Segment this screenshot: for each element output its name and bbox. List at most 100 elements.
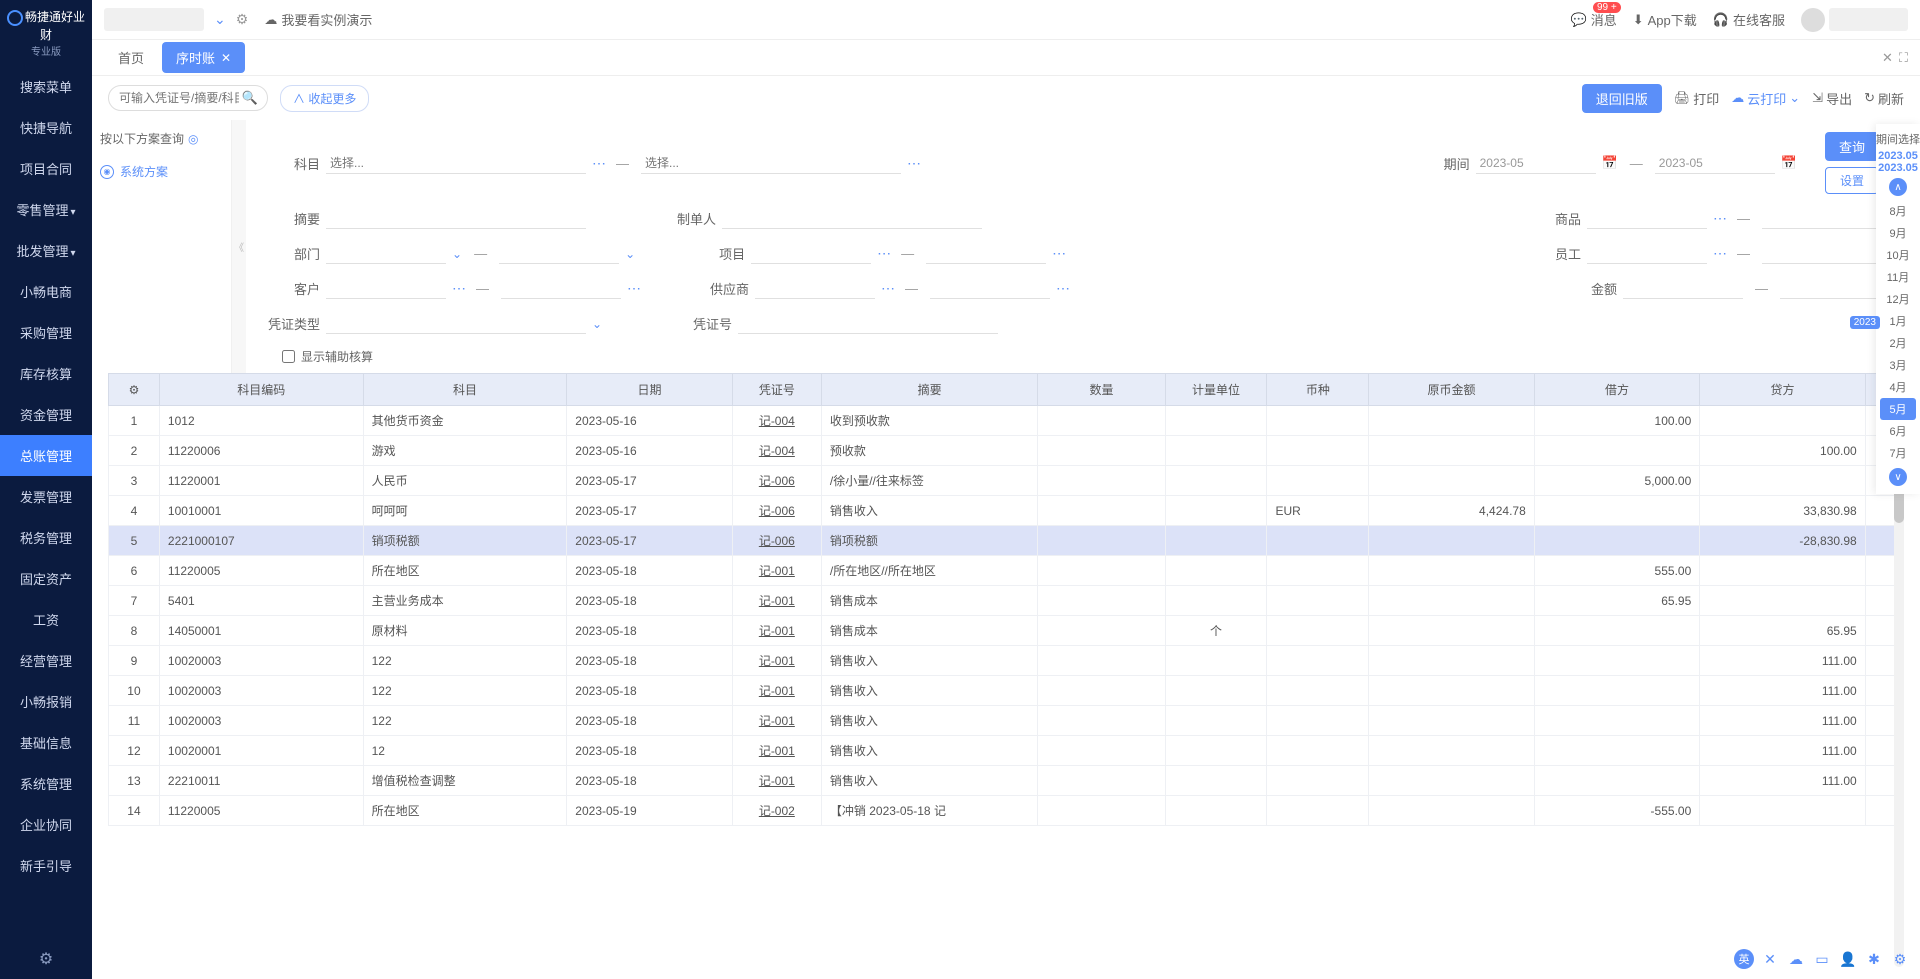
- target-icon[interactable]: ◎: [188, 132, 198, 146]
- sidebar-item[interactable]: 企业协同: [0, 804, 92, 845]
- sidebar-item[interactable]: 发票管理: [0, 476, 92, 517]
- topbar-gear-icon[interactable]: ⚙: [236, 11, 249, 28]
- fullscreen-icon[interactable]: ⛶: [1899, 50, 1908, 66]
- input-subject-from[interactable]: [326, 153, 586, 174]
- input-amount-from[interactable]: [1623, 278, 1743, 299]
- input-voucher-no[interactable]: [738, 313, 998, 334]
- float-icon-6[interactable]: ⚙: [1890, 949, 1910, 969]
- collapse-filters[interactable]: ∧ 收起更多: [280, 85, 369, 112]
- query-button[interactable]: 查询: [1825, 132, 1879, 161]
- back-old-button[interactable]: 退回旧版: [1582, 84, 1662, 113]
- period-month[interactable]: 5月: [1880, 398, 1916, 420]
- tab-home[interactable]: 首页: [104, 42, 158, 73]
- input-employee-to[interactable]: [1762, 243, 1882, 264]
- period-month[interactable]: 1月: [1876, 310, 1920, 332]
- chev-dept-from[interactable]: ⌄: [452, 247, 462, 261]
- picker-supplier-from[interactable]: ⋯: [881, 280, 893, 297]
- chev-voucher-type[interactable]: ⌄: [592, 317, 602, 331]
- sidebar-item[interactable]: 系统管理: [0, 763, 92, 804]
- sidebar-settings[interactable]: ⚙: [0, 939, 92, 979]
- float-icon-4[interactable]: 👤: [1838, 949, 1858, 969]
- tab-journal[interactable]: 序时账 ✕: [162, 42, 245, 73]
- period-month[interactable]: 10月: [1876, 244, 1920, 266]
- period-month[interactable]: 7月: [1876, 442, 1920, 464]
- sidebar-item[interactable]: 批发管理▾: [0, 230, 92, 271]
- picker-project-from[interactable]: ⋯: [877, 245, 889, 262]
- input-period-to[interactable]: [1655, 153, 1775, 174]
- table-row[interactable]: 10100200031222023-05-18记-001销售收入111.00: [109, 676, 1904, 706]
- float-icon-3[interactable]: ▭: [1812, 949, 1832, 969]
- period-month[interactable]: 9月: [1876, 222, 1920, 244]
- sidebar-item[interactable]: 小畅报销: [0, 681, 92, 722]
- sidebar-item[interactable]: 新手引导: [0, 845, 92, 886]
- table-row[interactable]: 1210020001122023-05-18记-001销售收入111.00: [109, 736, 1904, 766]
- period-month[interactable]: 2月: [1876, 332, 1920, 354]
- period-month[interactable]: 8月: [1876, 200, 1920, 222]
- voucher-link[interactable]: 记-006: [759, 534, 795, 548]
- period-month[interactable]: 3月: [1876, 354, 1920, 376]
- table-row[interactable]: 1411220005所在地区2023-05-19记-002【冲销 2023-05…: [109, 796, 1904, 826]
- period-month[interactable]: 4月: [1876, 376, 1920, 398]
- input-subject-to[interactable]: [641, 153, 901, 174]
- input-summary[interactable]: [326, 208, 586, 229]
- input-dept-from[interactable]: [326, 243, 446, 264]
- settings-button[interactable]: 设置: [1825, 167, 1879, 194]
- picker-product-from[interactable]: ⋯: [1713, 210, 1725, 227]
- picker-customer-from[interactable]: ⋯: [452, 280, 464, 297]
- input-supplier-to[interactable]: [930, 278, 1050, 299]
- table-row[interactable]: 52221000107销项税额2023-05-17记-006销项税额-28,83…: [109, 526, 1904, 556]
- voucher-link[interactable]: 记-002: [759, 804, 795, 818]
- export-button[interactable]: ⇲导出: [1812, 89, 1852, 108]
- voucher-link[interactable]: 记-001: [759, 684, 795, 698]
- calendar-from-icon[interactable]: 📅: [1602, 155, 1618, 171]
- voucher-link[interactable]: 记-001: [759, 624, 795, 638]
- sidebar-item[interactable]: 固定资产: [0, 558, 92, 599]
- sidebar-item[interactable]: 快捷导航: [0, 107, 92, 148]
- messages-link[interactable]: 💬 消息 99 +: [1571, 10, 1617, 29]
- voucher-link[interactable]: 记-004: [759, 444, 795, 458]
- input-product-from[interactable]: [1587, 208, 1707, 229]
- sidebar-item[interactable]: 经营管理: [0, 640, 92, 681]
- collapse-scheme-handle[interactable]: 《: [232, 120, 246, 373]
- sidebar-item[interactable]: 搜索菜单: [0, 66, 92, 107]
- sidebar-item[interactable]: 项目合同: [0, 148, 92, 189]
- sidebar-item[interactable]: 零售管理▾: [0, 189, 92, 230]
- sidebar-item[interactable]: 基础信息: [0, 722, 92, 763]
- input-customer-from[interactable]: [326, 278, 446, 299]
- sidebar-item[interactable]: 资金管理: [0, 394, 92, 435]
- period-month[interactable]: 12月: [1876, 288, 1920, 310]
- sidebar-item[interactable]: 库存核算: [0, 353, 92, 394]
- company-selector[interactable]: [104, 8, 204, 31]
- table-row[interactable]: 9100200031222023-05-18记-001销售收入111.00: [109, 646, 1904, 676]
- demo-link[interactable]: ☁ 我要看实例演示: [264, 10, 372, 29]
- picker-project-to[interactable]: ⋯: [1052, 245, 1064, 262]
- table-row[interactable]: 311220001人民币2023-05-17记-006/徐小量//往来标签5,0…: [109, 466, 1904, 496]
- input-customer-to[interactable]: [501, 278, 621, 299]
- input-product-to[interactable]: [1762, 208, 1882, 229]
- float-icon-1[interactable]: ✕: [1760, 949, 1780, 969]
- float-icon-2[interactable]: ☁: [1786, 949, 1806, 969]
- picker-subject-from[interactable]: ⋯: [592, 155, 604, 172]
- scheme-system[interactable]: ◉ 系统方案: [100, 159, 223, 184]
- sidebar-item[interactable]: 总账管理: [0, 435, 92, 476]
- voucher-link[interactable]: 记-001: [759, 774, 795, 788]
- voucher-link[interactable]: 记-001: [759, 744, 795, 758]
- sidebar-item[interactable]: 税务管理: [0, 517, 92, 558]
- chev-dept-to[interactable]: ⌄: [625, 247, 635, 261]
- sidebar-item[interactable]: 小畅电商: [0, 271, 92, 312]
- input-preparer[interactable]: [722, 208, 982, 229]
- voucher-link[interactable]: 记-006: [759, 474, 795, 488]
- picker-supplier-to[interactable]: ⋯: [1056, 280, 1068, 297]
- input-period-from[interactable]: [1476, 153, 1596, 174]
- cloud-print-button[interactable]: ☁云打印 ⌄: [1731, 89, 1800, 108]
- online-service-link[interactable]: 🎧 在线客服: [1713, 10, 1785, 29]
- sidebar-item[interactable]: 采购管理: [0, 312, 92, 353]
- refresh-button[interactable]: ↻刷新: [1864, 89, 1904, 108]
- input-supplier-from[interactable]: [755, 278, 875, 299]
- period-month[interactable]: 6月: [1876, 420, 1920, 442]
- input-dept-to[interactable]: [499, 243, 619, 264]
- input-voucher-type[interactable]: [326, 313, 586, 334]
- calendar-to-icon[interactable]: 📅: [1781, 155, 1797, 171]
- voucher-link[interactable]: 记-001: [759, 594, 795, 608]
- table-row[interactable]: 1322210011增值税检查调整2023-05-18记-001销售收入111.…: [109, 766, 1904, 796]
